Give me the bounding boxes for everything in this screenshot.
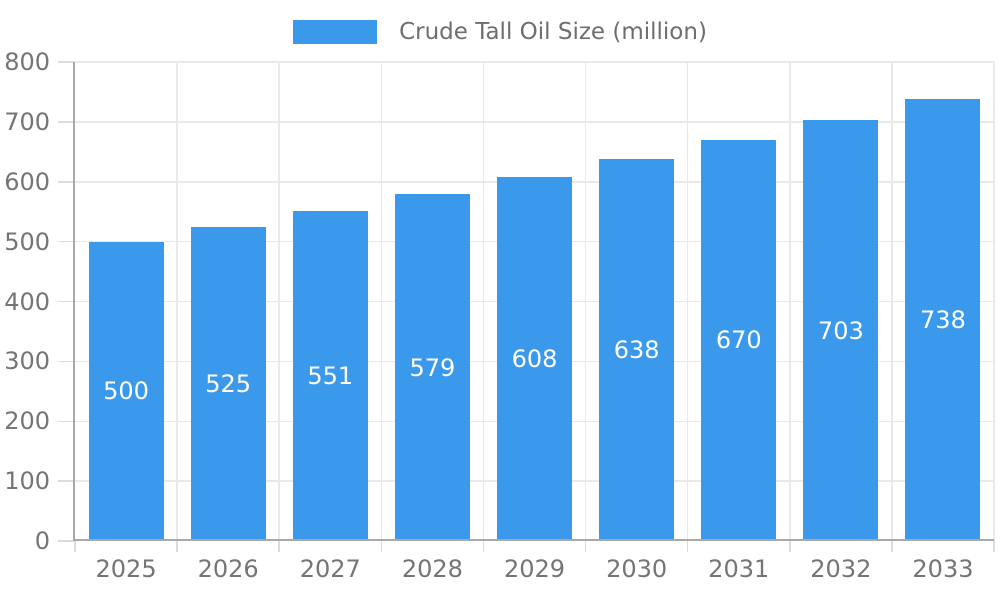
x-tick-label: 2033 [912,555,974,583]
gridline-v [278,62,280,541]
x-tick [278,541,280,552]
y-tick-label: 300 [4,347,50,376]
gridline-h [75,121,994,123]
gridline-v [993,62,995,541]
y-axis-line [73,62,75,541]
x-tick-label: 2025 [95,555,157,583]
x-tick-label: 2032 [810,555,872,583]
x-axis-line [73,539,994,541]
x-tick [789,541,791,552]
bar-2032: 703 [803,120,879,541]
x-tick [380,541,383,552]
x-tick [482,541,485,552]
x-tick-label: 2030 [606,555,668,583]
bar-value-label: 638 [613,336,660,364]
gridline-v [176,62,178,541]
y-tick [58,61,74,63]
x-tick-label: 2029 [503,555,566,583]
x-tick [686,541,689,552]
bar-2029: 608 [497,176,572,541]
y-tick-label: 800 [4,48,50,76]
y-tick-label: 500 [4,227,50,256]
y-tick [58,181,74,183]
x-tick [584,541,587,552]
bar-2027: 551 [292,211,368,541]
legend-label: Crude Tall Oil Size (million) [399,19,707,45]
x-tick [176,541,178,552]
bar-value-label: 579 [409,353,456,382]
y-tick [58,480,74,482]
x-tick-label: 2028 [401,555,463,583]
gridline-v [789,62,791,541]
bar-value-label: 670 [715,326,762,355]
gridline-v [584,62,587,541]
y-tick [58,360,74,363]
gridline-v [891,62,893,541]
x-tick [993,541,995,552]
gridline-h [75,61,994,63]
y-tick [58,121,74,123]
y-tick-label: 100 [4,467,50,496]
y-tick [58,300,74,303]
bar-2025: 500 [88,241,164,541]
x-tick-label: 2027 [299,555,361,583]
x-tick [74,541,76,552]
legend-item[interactable]: Crude Tall Oil Size (million) [0,18,1000,46]
bar-value-label: 525 [205,369,252,398]
x-tick-label: 2031 [708,555,770,583]
y-tick [58,240,74,243]
bar-value-label: 738 [920,306,966,335]
bar-value-label: 500 [103,377,149,406]
bar-2030: 638 [599,159,675,541]
bar-2028: 579 [394,194,470,541]
x-tick [891,541,893,552]
y-tick-label: 0 [34,527,50,555]
gridline-v [482,62,485,541]
bar-2033: 738 [905,99,981,541]
bar-value-label: 551 [307,362,354,391]
gridline-v [380,62,383,541]
x-tick-label: 2026 [197,555,259,583]
y-tick-label: 600 [4,167,50,196]
y-tick [58,420,74,422]
bar-2031: 670 [701,139,777,541]
bar-value-label: 608 [511,344,558,373]
y-tick-label: 200 [4,407,50,436]
y-tick-label: 700 [4,107,50,136]
y-tick [58,540,74,542]
bar-value-label: 703 [817,316,864,345]
plot-area: 500 525 551 579 608 638 670 703 738 [58,61,995,552]
gridline-v [686,62,689,541]
legend-swatch [293,20,378,44]
y-tick-label: 400 [4,287,50,316]
bar-2026: 525 [190,226,266,541]
